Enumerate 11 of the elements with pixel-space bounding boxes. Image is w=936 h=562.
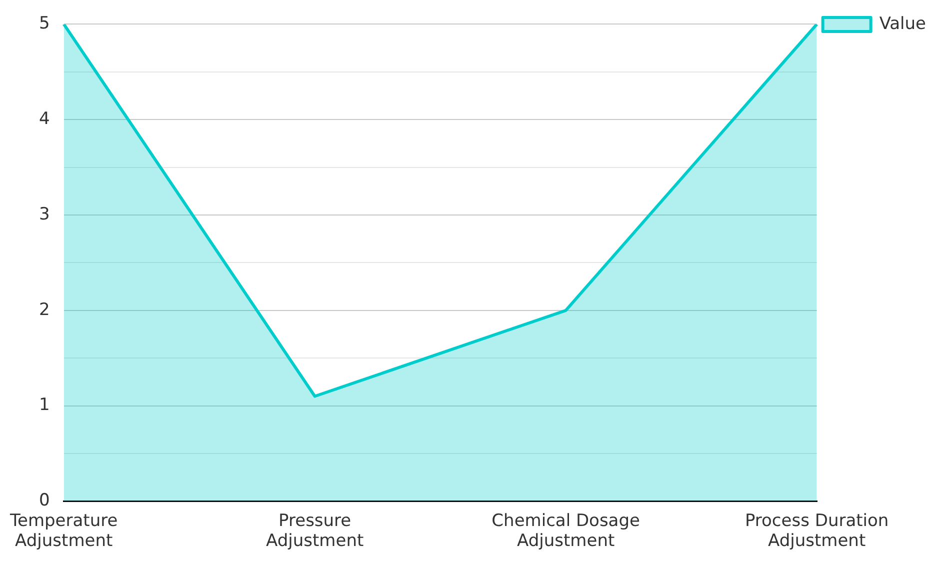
x-tick-label: Process Duration Adjustment: [744, 510, 889, 552]
y-tick-label: 1: [39, 395, 50, 416]
x-tick-label: Pressure Adjustment: [266, 510, 364, 552]
y-tick-label: 3: [39, 204, 50, 224]
x-tick-label: Chemical Dosage Adjustment: [492, 510, 640, 552]
x-tick-label: Temperature Adjustment: [9, 510, 118, 552]
y-tick-label: 5: [39, 14, 50, 34]
y-tick-label: 0: [39, 490, 50, 511]
y-tick-label: 4: [39, 109, 50, 130]
legend-label: Value: [879, 14, 926, 34]
y-tick-label: 2: [39, 300, 50, 320]
